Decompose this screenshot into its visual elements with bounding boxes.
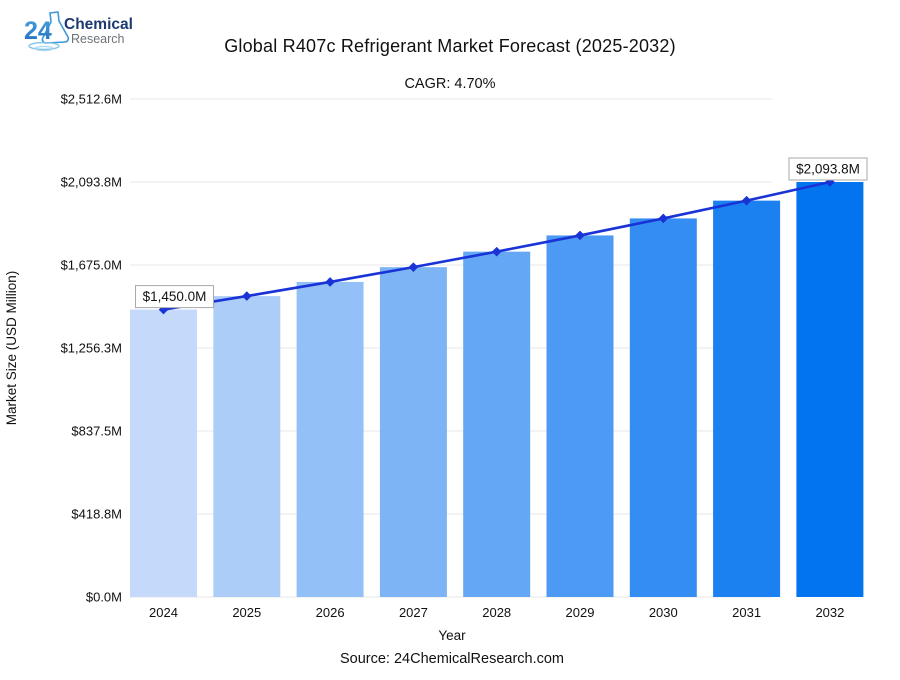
- annotation-box: [135, 285, 214, 309]
- x-tick-label: 2029: [566, 605, 595, 620]
- x-tick-label: 2027: [399, 605, 428, 620]
- marker-2025: [242, 291, 252, 301]
- flask-icon: [28, 11, 70, 52]
- bar-2027: [379, 267, 447, 597]
- annotation-text: $1,450.0M: [143, 289, 207, 304]
- y-tick-label: $0.0M: [86, 590, 122, 605]
- chart-title: Global R407c Refrigerant Market Forecast…: [224, 36, 676, 56]
- trend-line-layer: [158, 177, 835, 315]
- logo: 24 Chemical Research: [18, 10, 148, 52]
- x-tick-label: 2031: [732, 605, 761, 620]
- y-tick-label: $418.8M: [71, 506, 122, 521]
- logo-word-research: Research: [71, 32, 125, 46]
- marker-2026: [325, 277, 335, 287]
- y-tick-label: $1,256.3M: [61, 341, 122, 356]
- annotation-text: $2,093.8M: [796, 162, 860, 177]
- marker-2024: [158, 304, 169, 315]
- x-tick-label: 2030: [649, 605, 678, 620]
- bar-2032: [796, 182, 864, 598]
- y-tick-label: $1,675.0M: [61, 258, 122, 273]
- marker-2029: [575, 230, 585, 241]
- x-tick-label: 2026: [316, 605, 345, 620]
- x-tick-label: 2025: [232, 605, 261, 620]
- logo-number: 24: [24, 17, 52, 45]
- marker-2031: [741, 195, 752, 206]
- bar-2025: [213, 296, 281, 597]
- bar-2029: [546, 235, 614, 597]
- bar-2024: [130, 309, 197, 597]
- marker-2027: [408, 262, 419, 272]
- x-tick-label: 2032: [815, 605, 844, 620]
- y-tick-label: $837.5M: [71, 424, 122, 439]
- y-tick-label: $2,093.8M: [61, 175, 122, 190]
- logo-graphic: 24 Chemical Research: [24, 11, 133, 52]
- source-text: Source: 24ChemicalResearch.com: [340, 651, 564, 667]
- tick-label-layer: $0.0M $418.8M $837.5M $1,256.3M $1,675.0M $2,…: [61, 92, 845, 621]
- logo-word-chemical: Chemical: [64, 16, 133, 33]
- x-axis-title: Year: [438, 628, 466, 643]
- bar-2031: [713, 200, 781, 597]
- bar-2030: [629, 218, 697, 597]
- chart-subtitle: CAGR: 4.70%: [404, 76, 496, 92]
- annotation-layer: $1,450.0M $2,093.8M: [135, 157, 868, 309]
- annotation-box: [788, 157, 868, 181]
- x-tick-label: 2024: [149, 605, 178, 620]
- marker-2030: [658, 213, 669, 224]
- bar-layer: [130, 182, 864, 598]
- y-axis-title: Market Size (USD Million): [4, 271, 19, 426]
- bar-2028: [463, 251, 531, 597]
- x-tick-label: 2028: [482, 605, 511, 620]
- y-tick-label: $2,512.6M: [61, 92, 122, 107]
- marker-2028: [491, 246, 502, 257]
- bar-2026: [296, 281, 364, 597]
